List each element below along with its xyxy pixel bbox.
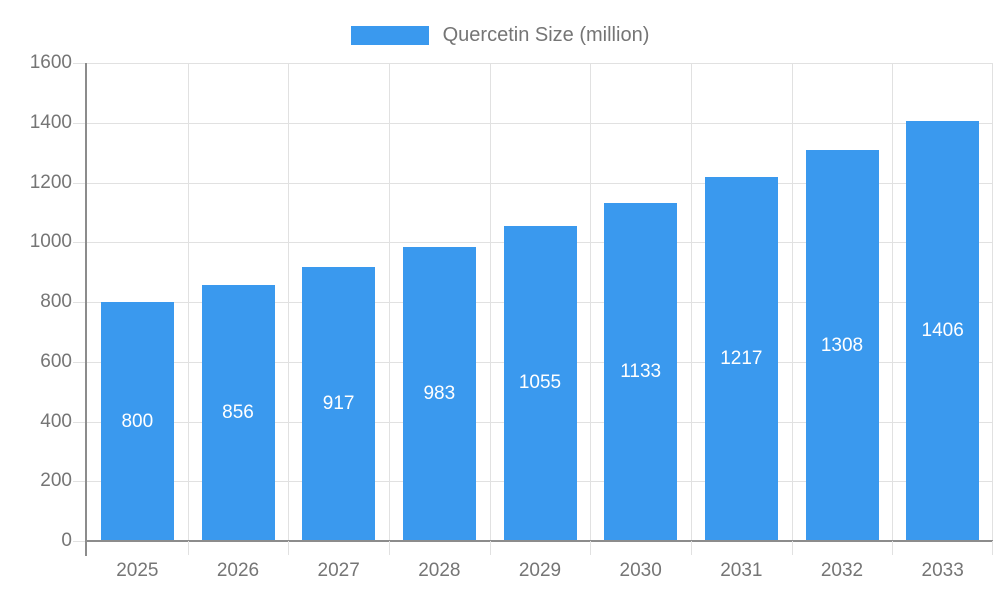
- x-axis-tick: [590, 541, 592, 555]
- x-axis-label: 2030: [619, 560, 662, 581]
- y-axis-tick: [73, 63, 85, 64]
- x-axis-tick: [892, 541, 894, 555]
- gridline-vertical: [992, 63, 993, 541]
- y-axis-label: 200: [40, 470, 72, 492]
- bar-value-label: 1217: [720, 348, 763, 370]
- x-axis-tick: [992, 541, 993, 555]
- gridline-vertical: [389, 63, 390, 541]
- x-axis-label: 2027: [317, 560, 360, 581]
- y-axis-tick: [73, 421, 85, 423]
- x-axis-tick: [187, 541, 189, 555]
- bar[interactable]: 1055: [503, 225, 577, 541]
- x-axis-tick: [691, 541, 692, 555]
- y-axis-tick: [73, 122, 85, 124]
- gridline-vertical: [489, 63, 491, 541]
- bar[interactable]: 1308: [805, 150, 879, 541]
- bar-value-label: 800: [121, 410, 154, 432]
- gridline-vertical: [288, 63, 290, 541]
- bar-value-label: 856: [222, 402, 254, 424]
- gridline-vertical: [590, 63, 592, 541]
- bar[interactable]: 1217: [704, 177, 778, 541]
- x-axis-label: 2033: [921, 560, 964, 581]
- x-axis-label: 2029: [518, 560, 562, 581]
- bar-value-label: 1406: [921, 319, 964, 341]
- y-axis-label: 1400: [29, 111, 72, 133]
- gridline-vertical: [187, 63, 189, 541]
- gridline-horizontal: [87, 182, 993, 184]
- gridline-horizontal: [87, 122, 993, 124]
- y-axis-label: 800: [40, 291, 72, 312]
- bar[interactable]: 917: [302, 267, 376, 541]
- bar-value-label: 1133: [620, 360, 662, 382]
- x-axis-tick: [489, 541, 491, 555]
- legend[interactable]: Quercetin Size (million): [0, 21, 1000, 49]
- y-axis-tick: [73, 302, 85, 303]
- plot-area: 800 856 917 983 1055 1133 1217 1308 1406: [87, 63, 993, 541]
- bar-value-label: 1055: [518, 372, 562, 394]
- y-axis-tick: [73, 481, 85, 483]
- x-axis-label: 2032: [820, 560, 864, 581]
- gridline-vertical: [892, 63, 894, 541]
- x-axis-label: 2028: [418, 560, 461, 581]
- y-axis-label: 400: [40, 410, 72, 432]
- x-axis-tick: [389, 541, 390, 555]
- bar[interactable]: 1133: [604, 202, 678, 541]
- bar-value-label: 983: [423, 383, 456, 405]
- bar[interactable]: 1406: [906, 120, 980, 541]
- gridline-horizontal: [87, 63, 993, 64]
- y-axis-label: 1600: [29, 52, 72, 73]
- y-axis-tick: [73, 361, 85, 363]
- y-axis-tick: [73, 541, 85, 542]
- bar-value-label: 917: [322, 393, 355, 415]
- legend-label: Quercetin Size (million): [442, 24, 650, 46]
- bar[interactable]: 983: [402, 247, 476, 541]
- y-axis-tick: [73, 242, 85, 244]
- x-axis-label: 2031: [720, 560, 763, 581]
- gridline-vertical: [791, 63, 793, 541]
- y-axis-line: [85, 63, 87, 556]
- x-axis-tick: [288, 541, 290, 555]
- legend-swatch: [350, 25, 429, 45]
- y-axis-label: 600: [40, 350, 72, 372]
- gridline-vertical: [691, 63, 692, 541]
- x-axis-line: [85, 540, 993, 542]
- x-axis-label: 2026: [216, 560, 260, 581]
- y-axis-label: 1000: [29, 231, 72, 253]
- x-axis-tick: [791, 541, 793, 555]
- y-axis-label: 1200: [29, 171, 72, 193]
- bar[interactable]: 856: [201, 285, 275, 541]
- y-axis-label: 0: [61, 530, 72, 551]
- bar[interactable]: 800: [100, 302, 174, 541]
- y-axis-tick: [73, 182, 85, 184]
- x-axis-label: 2025: [116, 560, 159, 581]
- bar-value-label: 1308: [820, 334, 864, 356]
